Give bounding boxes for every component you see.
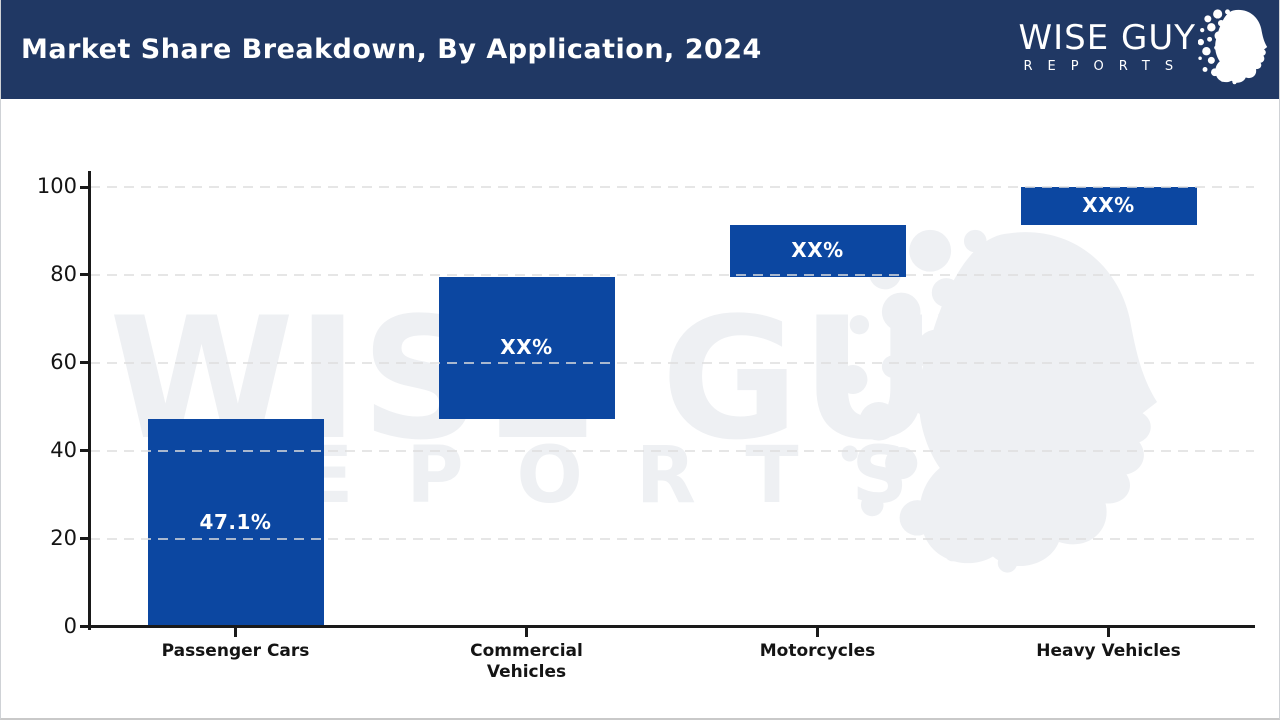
y-tick-label: 40: [50, 437, 77, 462]
page-title: Market Share Breakdown, By Application, …: [21, 34, 762, 65]
bar-value-label: XX%: [500, 335, 553, 360]
watermark-face-icon: [839, 229, 1158, 573]
y-tick-mark: [80, 185, 89, 189]
bar-motorcycles: [729, 225, 906, 278]
x-category-label-line: Passenger Cars: [161, 641, 310, 661]
x-category-label-line: Vehicles: [486, 662, 567, 682]
gridline-60: [90, 361, 1254, 364]
y-tick-mark: [80, 449, 89, 453]
bar-value-label: XX%: [791, 238, 844, 263]
y-tick-label: 20: [50, 525, 77, 550]
bar-passenger-cars: [147, 419, 324, 627]
bar-heavy-vehicles: [1020, 187, 1197, 226]
brand-name: WISE GUY: [1018, 18, 1196, 58]
x-tick-mark: [525, 628, 528, 637]
header: Market Share Breakdown, By Application, …: [1, 0, 1279, 99]
x-category-label-line: Commercial: [470, 641, 583, 661]
gridline-40: [90, 449, 1254, 452]
brand-text: WISE GUY REPORTS: [1018, 20, 1196, 74]
gridline-20: [90, 537, 1254, 540]
brand-subtitle: REPORTS: [1023, 59, 1189, 74]
chart-area: WISE GUY REPORTS 47.1%XX%XX%XX%020406080…: [1, 99, 1279, 718]
x-category-label-heavy-vehicles: Heavy Vehicles: [984, 641, 1234, 662]
x-axis: [84, 625, 1255, 628]
x-category-label-line: Motorcycles: [759, 641, 876, 661]
y-axis: [88, 171, 91, 630]
x-tick-mark: [816, 628, 819, 637]
gridline-100: [90, 186, 1254, 188]
y-tick-label: 80: [50, 261, 77, 286]
y-tick-mark: [80, 537, 89, 541]
x-tick-mark: [234, 628, 237, 637]
x-category-label-passenger-cars: Passenger Cars: [111, 641, 361, 662]
gridline-80: [90, 273, 1254, 276]
bar-value-label: XX%: [1082, 193, 1135, 218]
y-tick-label: 0: [63, 613, 77, 638]
brand-logo: WISE GUY REPORTS: [1018, 8, 1270, 86]
x-category-label-motorcycles: Motorcycles: [693, 641, 943, 662]
y-tick-label: 100: [36, 174, 77, 198]
x-category-label-commercial-vehicles: Commercial Vehicles: [402, 641, 652, 683]
bar-commercial-vehicles: [438, 277, 615, 420]
x-category-label-line: Heavy Vehicles: [1036, 641, 1181, 661]
x-tick-mark: [1107, 628, 1110, 637]
y-tick-mark: [80, 273, 89, 277]
y-tick-label: 60: [50, 349, 77, 374]
y-tick-mark: [80, 361, 89, 365]
bar-value-label: 47.1%: [199, 509, 272, 534]
